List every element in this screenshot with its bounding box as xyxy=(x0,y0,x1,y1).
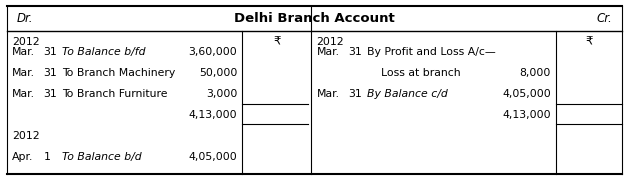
Text: Dr.: Dr. xyxy=(16,12,33,25)
Text: Mar.: Mar. xyxy=(12,89,35,99)
Text: Apr.: Apr. xyxy=(12,152,33,162)
Text: Mar.: Mar. xyxy=(316,89,340,99)
Text: 8,000: 8,000 xyxy=(520,68,551,78)
Text: 31: 31 xyxy=(43,47,57,57)
Text: 2012: 2012 xyxy=(12,37,40,47)
Text: ₹: ₹ xyxy=(273,35,281,48)
Text: 4,13,000: 4,13,000 xyxy=(503,110,551,120)
Text: 2012: 2012 xyxy=(12,131,40,141)
Text: To Balance b/d: To Balance b/d xyxy=(62,152,142,162)
Text: 1: 1 xyxy=(43,152,50,162)
Text: 31: 31 xyxy=(348,47,362,57)
Text: 2012: 2012 xyxy=(316,37,344,47)
Text: 4,13,000: 4,13,000 xyxy=(189,110,237,120)
Text: 4,05,000: 4,05,000 xyxy=(503,89,551,99)
Text: To Branch Machinery: To Branch Machinery xyxy=(62,68,175,78)
Text: 3,60,000: 3,60,000 xyxy=(189,47,237,57)
Text: 4,05,000: 4,05,000 xyxy=(189,152,237,162)
Text: Loss at branch: Loss at branch xyxy=(367,68,460,78)
Text: ₹: ₹ xyxy=(586,35,593,48)
Text: Mar.: Mar. xyxy=(316,47,340,57)
Text: Cr.: Cr. xyxy=(597,12,613,25)
Text: By Balance c/d: By Balance c/d xyxy=(367,89,447,99)
Text: Delhi Branch Account: Delhi Branch Account xyxy=(234,12,395,25)
Text: 31: 31 xyxy=(348,89,362,99)
Text: Mar.: Mar. xyxy=(12,47,35,57)
Text: By Profit and Loss A/c—: By Profit and Loss A/c— xyxy=(367,47,496,57)
Text: To Branch Furniture: To Branch Furniture xyxy=(62,89,168,99)
Text: To Balance b/fd: To Balance b/fd xyxy=(62,47,146,57)
Text: 31: 31 xyxy=(43,68,57,78)
Text: 31: 31 xyxy=(43,89,57,99)
Text: Mar.: Mar. xyxy=(12,68,35,78)
Text: 3,000: 3,000 xyxy=(206,89,237,99)
Text: 50,000: 50,000 xyxy=(199,68,237,78)
